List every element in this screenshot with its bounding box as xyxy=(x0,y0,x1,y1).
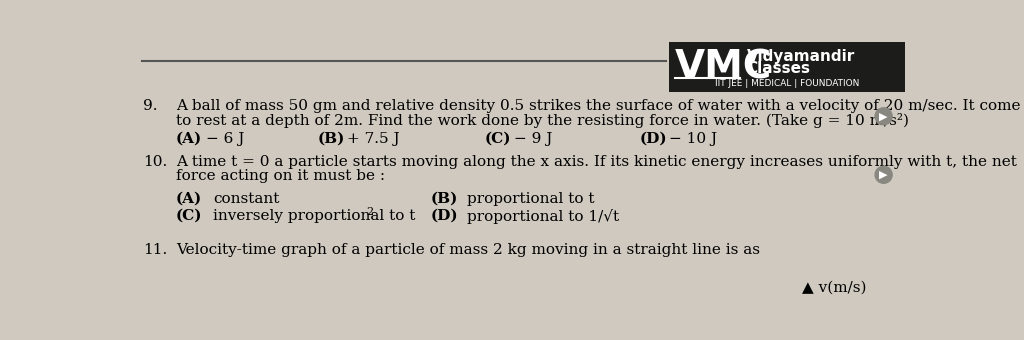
Text: Vidyamandir: Vidyamandir xyxy=(746,49,855,64)
Text: 2: 2 xyxy=(367,207,374,217)
Text: constant: constant xyxy=(213,192,280,206)
Text: to rest at a depth of 2m. Find the work done by the resisting force in water. (T: to rest at a depth of 2m. Find the work … xyxy=(176,113,909,128)
Circle shape xyxy=(876,166,892,183)
Text: Classes: Classes xyxy=(746,61,810,76)
Text: proportional to t: proportional to t xyxy=(467,192,595,206)
Text: Velocity-time graph of a particle of mass 2 kg moving in a straight line is as: Velocity-time graph of a particle of mas… xyxy=(176,242,760,257)
Text: (A): (A) xyxy=(176,132,203,146)
Text: (C): (C) xyxy=(484,132,511,146)
Text: ▶: ▶ xyxy=(880,111,888,121)
Text: 10.: 10. xyxy=(143,155,168,169)
Text: (B): (B) xyxy=(317,132,345,146)
Text: (A): (A) xyxy=(176,192,203,206)
Text: + 7.5 J: + 7.5 J xyxy=(347,132,400,146)
Text: inversely proportional to t: inversely proportional to t xyxy=(213,209,416,223)
Text: proportional to 1/√t: proportional to 1/√t xyxy=(467,209,620,224)
Text: A ball of mass 50 gm and relative density 0.5 strikes the surface of water with : A ball of mass 50 gm and relative densit… xyxy=(176,99,1021,113)
Text: force acting on it must be :: force acting on it must be : xyxy=(176,169,385,183)
Text: ▲ v(m/s): ▲ v(m/s) xyxy=(802,281,866,295)
Text: (C): (C) xyxy=(176,209,203,223)
Text: (D): (D) xyxy=(430,209,458,223)
Text: A time t = 0 a particle starts moving along the x axis. If its kinetic energy in: A time t = 0 a particle starts moving al… xyxy=(176,155,1017,169)
Text: ▶: ▶ xyxy=(880,170,888,180)
Text: 11.: 11. xyxy=(143,242,168,257)
Text: − 10 J: − 10 J xyxy=(669,132,717,146)
Circle shape xyxy=(876,108,892,125)
Text: − 6 J: − 6 J xyxy=(206,132,244,146)
Text: VMC: VMC xyxy=(675,49,772,86)
Text: − 9 J: − 9 J xyxy=(514,132,552,146)
FancyBboxPatch shape xyxy=(669,42,905,92)
Text: (B): (B) xyxy=(430,192,458,206)
Text: 9.: 9. xyxy=(143,99,158,113)
Text: (D): (D) xyxy=(640,132,667,146)
Text: IIT JEE | MEDICAL | FOUNDATION: IIT JEE | MEDICAL | FOUNDATION xyxy=(715,79,859,88)
